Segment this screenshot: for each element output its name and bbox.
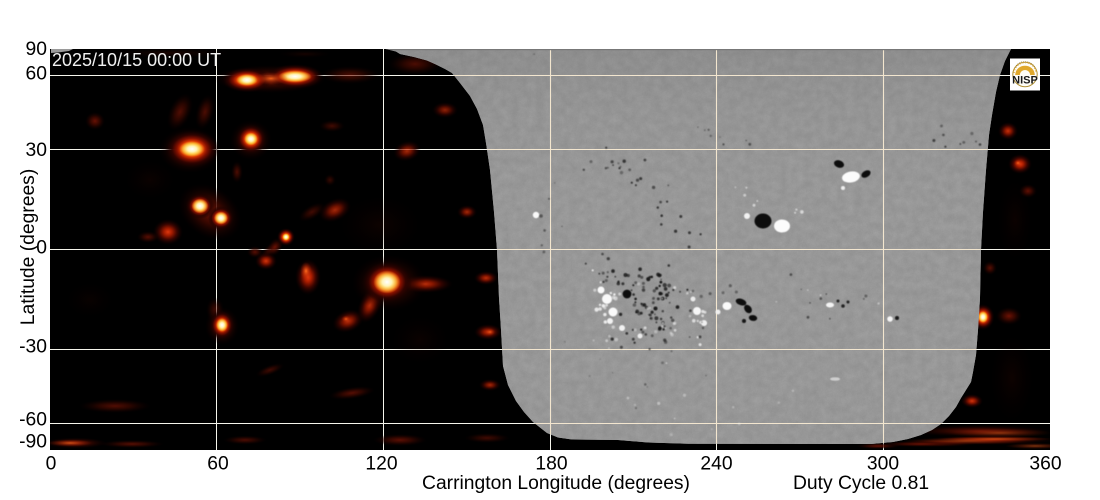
svg-text:0: 0	[46, 454, 57, 475]
svg-text:90: 90	[26, 39, 47, 60]
svg-text:-30: -30	[19, 337, 47, 358]
svg-text:360: 360	[1029, 454, 1061, 475]
svg-text:180: 180	[535, 454, 567, 475]
svg-text:60: 60	[207, 454, 228, 475]
svg-text:120: 120	[365, 454, 397, 475]
svg-text:-90: -90	[19, 432, 47, 453]
svg-text:Carrington Longitude (degrees): Carrington Longitude (degrees)	[422, 473, 690, 494]
svg-text:Duty Cycle 0.81: Duty Cycle 0.81	[793, 473, 929, 494]
svg-text:30: 30	[26, 140, 47, 161]
svg-text:NISP: NISP	[1012, 75, 1038, 87]
svg-text:60: 60	[26, 64, 47, 85]
svg-text:2025/10/15 00:00 UT: 2025/10/15 00:00 UT	[52, 50, 221, 70]
svg-text:0: 0	[36, 238, 47, 259]
svg-text:-60: -60	[19, 410, 47, 431]
svg-text:Latitude (degrees): Latitude (degrees)	[18, 169, 39, 326]
svg-text:300: 300	[867, 454, 899, 475]
svg-text:240: 240	[700, 454, 732, 475]
